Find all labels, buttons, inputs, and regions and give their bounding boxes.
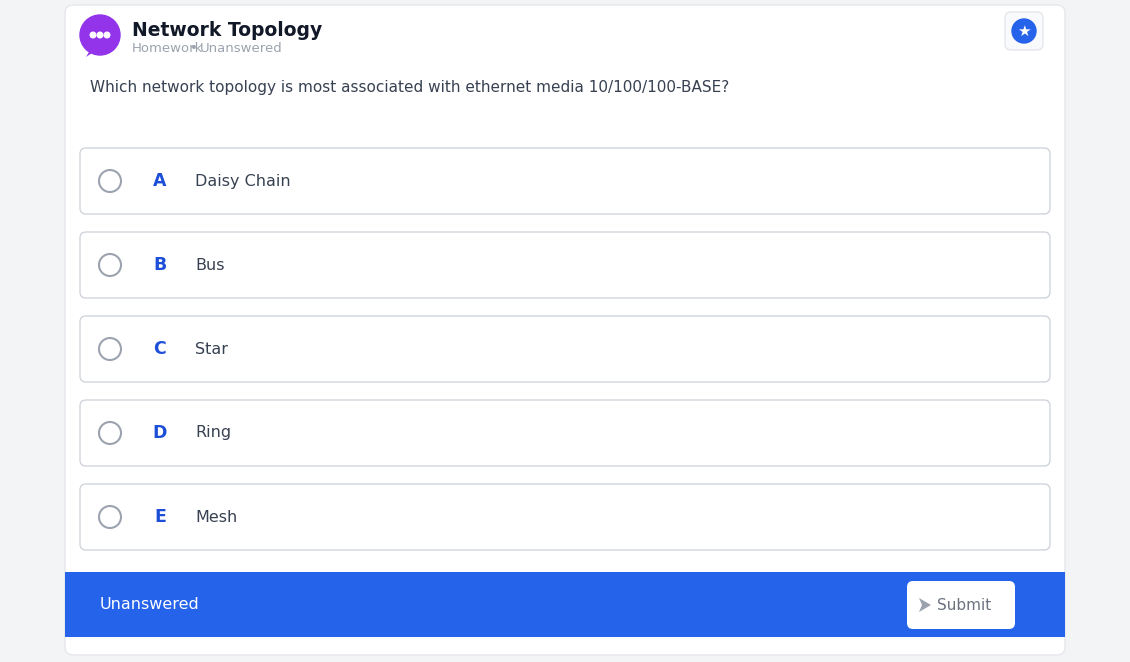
- Circle shape: [90, 32, 96, 38]
- Circle shape: [99, 422, 121, 444]
- Text: C: C: [154, 340, 166, 358]
- Text: A: A: [154, 172, 167, 190]
- FancyBboxPatch shape: [80, 400, 1050, 466]
- Text: Homework: Homework: [132, 42, 203, 55]
- Text: D: D: [153, 424, 167, 442]
- FancyBboxPatch shape: [1005, 12, 1043, 50]
- FancyBboxPatch shape: [80, 484, 1050, 550]
- Text: •: •: [190, 42, 198, 55]
- FancyBboxPatch shape: [80, 316, 1050, 382]
- FancyBboxPatch shape: [66, 5, 1064, 655]
- FancyBboxPatch shape: [907, 581, 1015, 629]
- Text: Unanswered: Unanswered: [200, 42, 282, 55]
- Circle shape: [80, 15, 120, 55]
- Text: Ring: Ring: [195, 426, 232, 440]
- Circle shape: [97, 32, 103, 38]
- Text: Network Topology: Network Topology: [132, 21, 322, 40]
- Text: Daisy Chain: Daisy Chain: [195, 173, 290, 189]
- Text: Unanswered: Unanswered: [99, 597, 200, 612]
- Circle shape: [104, 32, 110, 38]
- Polygon shape: [919, 598, 931, 612]
- Circle shape: [99, 254, 121, 276]
- Text: Bus: Bus: [195, 258, 225, 273]
- FancyBboxPatch shape: [80, 232, 1050, 298]
- Text: Star: Star: [195, 342, 228, 357]
- Circle shape: [99, 506, 121, 528]
- Polygon shape: [86, 47, 98, 57]
- Text: Mesh: Mesh: [195, 510, 237, 524]
- Circle shape: [99, 170, 121, 192]
- FancyBboxPatch shape: [80, 148, 1050, 214]
- Text: ★: ★: [1017, 23, 1031, 38]
- Text: Which network topology is most associated with ethernet media 10/100/100-BASE?: Which network topology is most associate…: [90, 80, 729, 95]
- FancyBboxPatch shape: [66, 572, 1064, 637]
- Circle shape: [1012, 19, 1036, 43]
- Circle shape: [99, 338, 121, 360]
- Text: E: E: [154, 508, 166, 526]
- Text: Submit: Submit: [937, 598, 991, 612]
- Text: B: B: [154, 256, 166, 274]
